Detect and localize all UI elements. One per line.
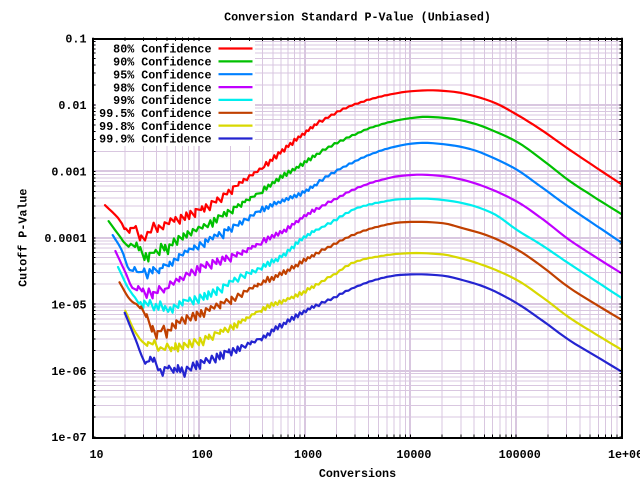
svg-text:90% Confidence: 90% Confidence — [113, 56, 211, 70]
svg-text:98% Confidence: 98% Confidence — [113, 81, 211, 95]
svg-text:0.0001: 0.0001 — [44, 232, 86, 246]
svg-text:100: 100 — [192, 448, 213, 462]
svg-text:100000: 100000 — [499, 448, 541, 462]
svg-text:0.1: 0.1 — [65, 33, 86, 47]
svg-text:99.5% Confidence: 99.5% Confidence — [99, 107, 211, 121]
svg-text:1e-05: 1e-05 — [51, 298, 86, 312]
svg-text:99% Confidence: 99% Confidence — [113, 94, 211, 108]
svg-text:1000: 1000 — [294, 448, 322, 462]
svg-text:0.01: 0.01 — [58, 99, 86, 113]
svg-text:Conversions: Conversions — [319, 467, 396, 480]
svg-text:80% Confidence: 80% Confidence — [113, 43, 211, 57]
svg-text:0.001: 0.001 — [51, 166, 86, 180]
svg-text:1e+06: 1e+06 — [608, 448, 640, 462]
svg-text:Cutoff P-Value: Cutoff P-Value — [17, 189, 31, 287]
svg-text:99.9% Confidence: 99.9% Confidence — [99, 133, 211, 147]
svg-text:99.8% Confidence: 99.8% Confidence — [99, 120, 211, 134]
svg-text:95% Confidence: 95% Confidence — [113, 68, 211, 82]
svg-text:1e-06: 1e-06 — [51, 365, 86, 379]
svg-text:10: 10 — [90, 448, 104, 462]
svg-text:Conversion Standard P-Value (U: Conversion Standard P-Value (Unbiased) — [224, 11, 491, 25]
svg-text:10000: 10000 — [396, 448, 431, 462]
svg-text:1e-07: 1e-07 — [51, 431, 86, 445]
